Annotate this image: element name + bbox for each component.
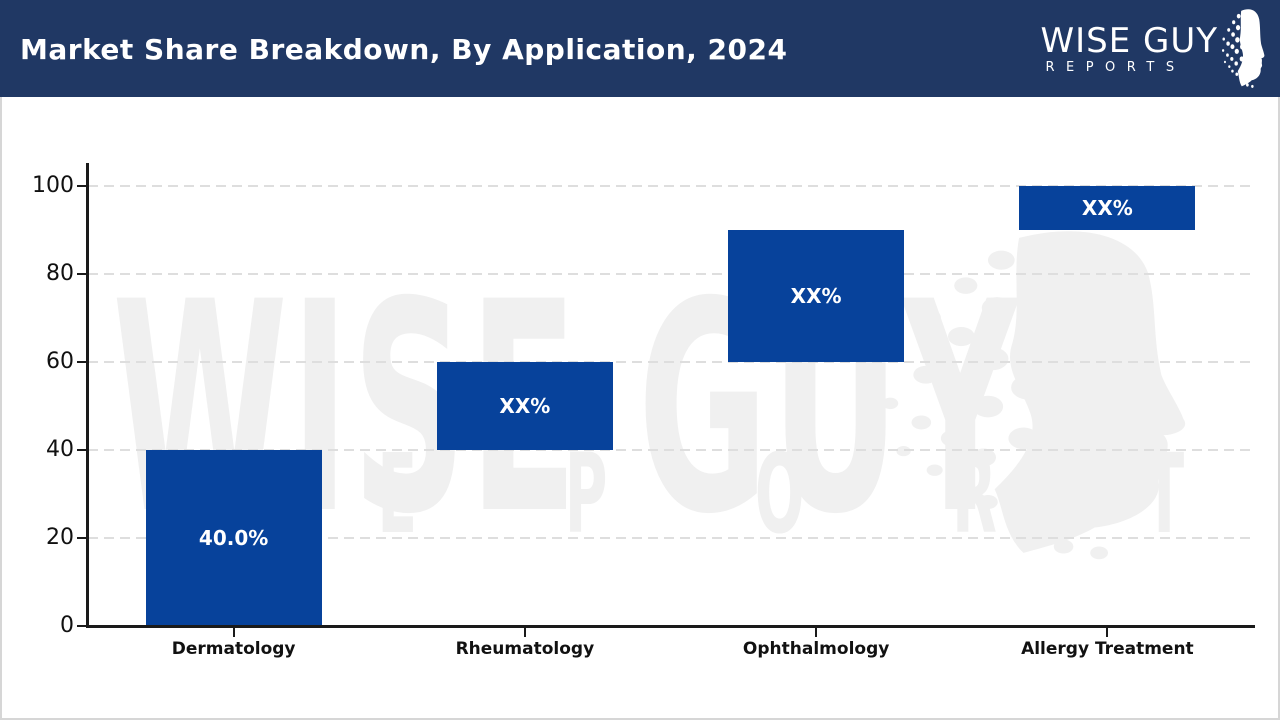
x-tick: [815, 628, 818, 637]
gridline: [88, 185, 1253, 187]
page-border-bottom: [0, 718, 1280, 720]
logo-head-icon: [1220, 7, 1276, 91]
bar-value-label: XX%: [1081, 196, 1133, 220]
bar: [145, 450, 322, 626]
y-tick: [77, 273, 86, 275]
page-border-right: [1278, 97, 1280, 720]
bar-value-label: XX%: [790, 284, 842, 308]
y-tick: [77, 537, 86, 539]
bar: [728, 230, 905, 362]
x-tick: [232, 628, 235, 637]
page-title: Market Share Breakdown, By Application, …: [20, 33, 788, 66]
x-tick-label: Allergy Treatment: [1021, 639, 1194, 659]
logo-wordmark-line2: REPORTS: [1045, 60, 1186, 76]
y-tick-label: 100: [32, 173, 74, 198]
bar: [436, 362, 613, 450]
y-tick: [77, 185, 86, 187]
x-axis-line: [86, 625, 1255, 628]
gridline: [88, 273, 1253, 275]
logo-wordmark-line1: WISE GUY: [1040, 20, 1218, 61]
y-tick-label: 20: [46, 525, 74, 550]
gridline: [88, 449, 1253, 451]
bar-value-label: 40.0%: [198, 526, 269, 550]
bar-value-label: XX%: [499, 394, 551, 418]
x-tick-label: Rheumatology: [455, 639, 595, 659]
gridline: [88, 361, 1253, 363]
page-border-left: [0, 97, 2, 720]
gridline: [88, 537, 1253, 539]
x-tick: [523, 628, 526, 637]
logo-wordmark: WISE GUY REPORTS: [1040, 20, 1218, 76]
y-tick-label: 60: [46, 349, 74, 374]
header: Market Share Breakdown, By Application, …: [0, 0, 1280, 97]
y-tick-label: 40: [46, 437, 74, 462]
y-axis-line: [86, 163, 89, 628]
x-tick: [1106, 628, 1109, 637]
y-tick-label: 80: [46, 261, 74, 286]
y-tick-label: 0: [60, 613, 74, 638]
logo: WISE GUY REPORTS: [1040, 5, 1276, 93]
y-tick: [77, 361, 86, 363]
y-tick: [77, 449, 86, 451]
x-tick-label: Dermatology: [171, 639, 296, 659]
x-tick-label: Ophthalmology: [742, 639, 890, 659]
bar: [1019, 186, 1196, 230]
y-tick: [77, 625, 86, 627]
